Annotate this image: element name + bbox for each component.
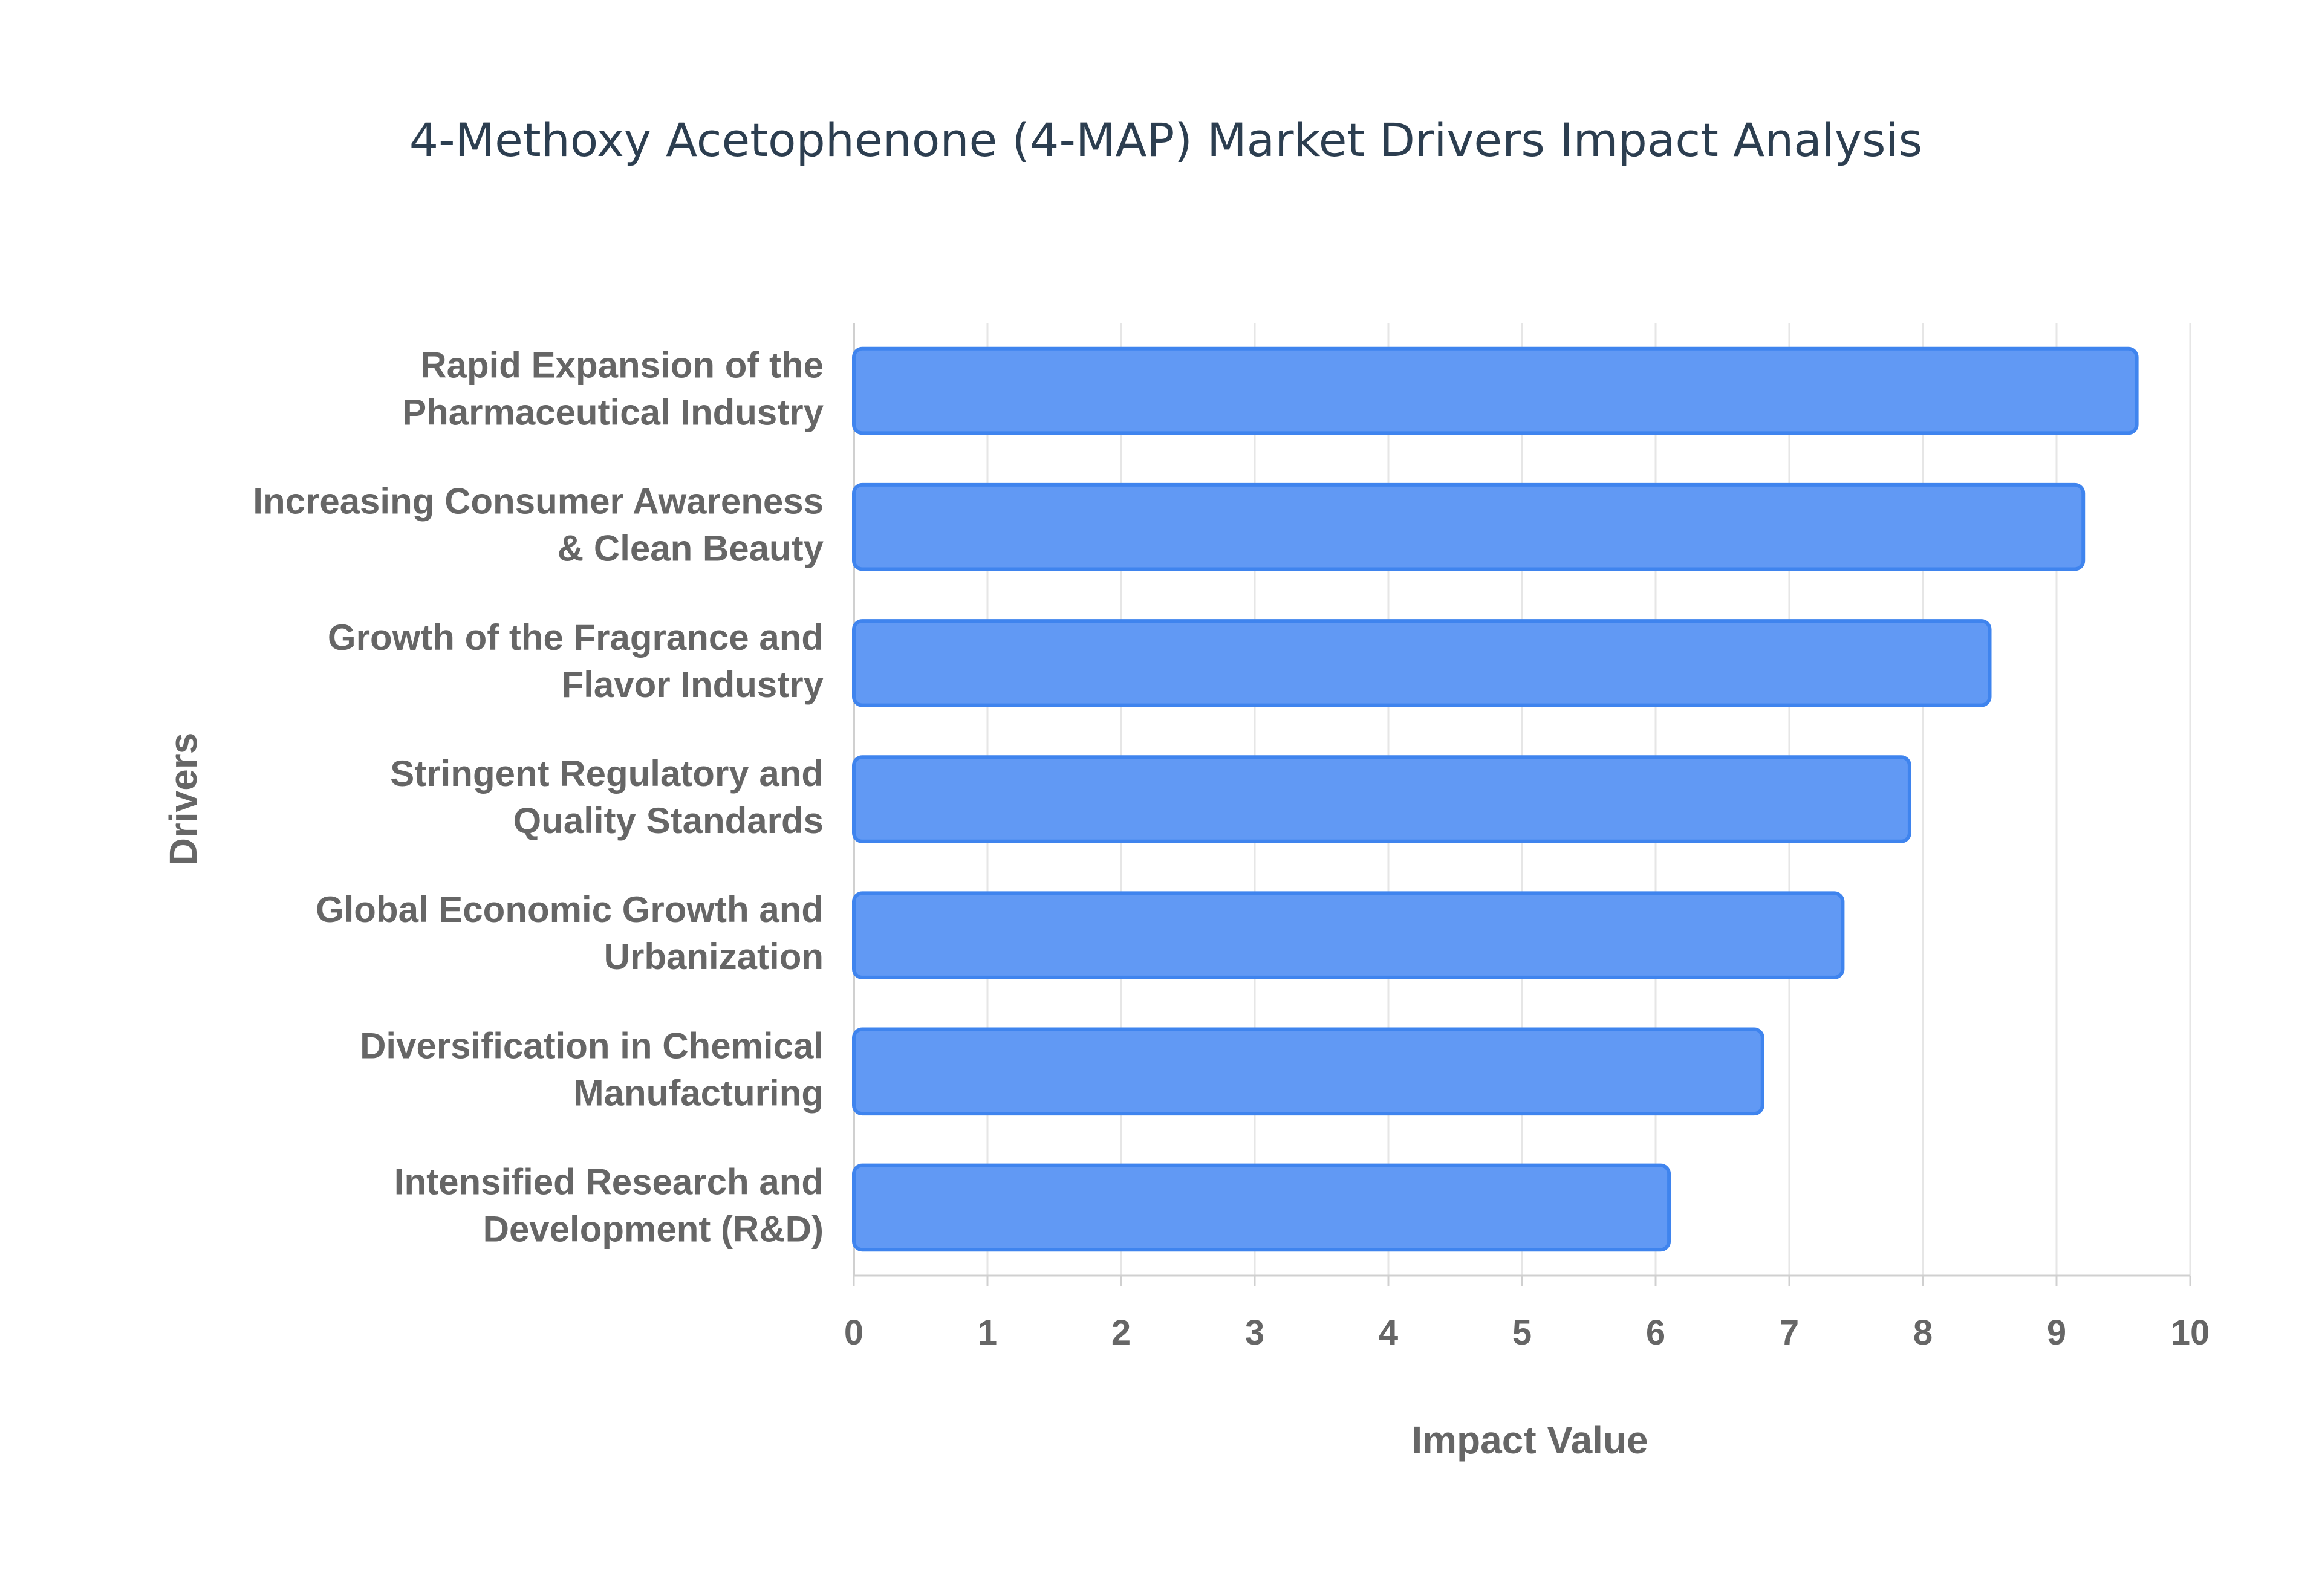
bar bbox=[852, 346, 2139, 435]
x-tick-labels: 0 1 2 3 4 5 6 7 8 9 10 bbox=[844, 1313, 2210, 1352]
x-tick-label: 7 bbox=[1780, 1313, 1799, 1352]
bar bbox=[852, 755, 1911, 843]
x-tick-label: 9 bbox=[2047, 1313, 2066, 1352]
x-axis-title: Impact Value bbox=[1411, 1418, 1648, 1462]
x-tick-label: 8 bbox=[1913, 1313, 1933, 1352]
category-label: & Clean Beauty bbox=[558, 528, 824, 569]
y-axis-title: Drivers bbox=[161, 733, 205, 866]
bar bbox=[852, 1163, 1671, 1252]
category-label: Increasing Consumer Awareness bbox=[253, 481, 824, 522]
bar bbox=[852, 482, 2086, 571]
bar bbox=[852, 1027, 1764, 1116]
category-label: Manufacturing bbox=[574, 1072, 824, 1113]
category-label: Stringent Regulatory and bbox=[390, 753, 824, 794]
x-tick-label: 2 bbox=[1111, 1313, 1131, 1352]
category-label: Intensified Research and bbox=[394, 1161, 824, 1202]
x-tick-label: 3 bbox=[1245, 1313, 1264, 1352]
bars bbox=[852, 346, 2139, 1252]
category-label: Pharmaceutical Industry bbox=[402, 392, 824, 433]
x-tick-label: 5 bbox=[1512, 1313, 1532, 1352]
category-label: Development (R&D) bbox=[483, 1208, 824, 1249]
x-tick-label: 4 bbox=[1379, 1313, 1398, 1352]
x-tick-label: 10 bbox=[2171, 1313, 2210, 1352]
category-label: Quality Standards bbox=[513, 800, 824, 841]
bar bbox=[852, 619, 1992, 707]
category-label: Growth of the Fragrance and bbox=[328, 617, 824, 658]
category-label: Diversification in Chemical bbox=[360, 1025, 824, 1066]
category-label: Rapid Expansion of the bbox=[420, 345, 824, 386]
category-labels: Rapid Expansion of the Pharmaceutical Ind… bbox=[253, 345, 824, 1250]
x-tick-label: 1 bbox=[978, 1313, 997, 1352]
x-tick-label: 6 bbox=[1646, 1313, 1665, 1352]
category-label: Flavor Industry bbox=[562, 664, 824, 705]
x-tick-label: 0 bbox=[844, 1313, 863, 1352]
bar bbox=[852, 891, 1845, 979]
chart-title: 4-Methoxy Acetophenone (4-MAP) Market Dr… bbox=[409, 113, 1923, 167]
category-label: Urbanization bbox=[604, 936, 824, 977]
category-label: Global Economic Growth and bbox=[316, 889, 824, 930]
